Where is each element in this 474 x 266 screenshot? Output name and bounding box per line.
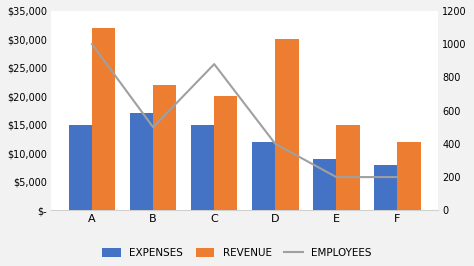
Bar — [69, 125, 92, 210]
Bar — [214, 96, 237, 210]
Bar — [191, 125, 214, 210]
Bar — [130, 114, 153, 210]
Bar — [275, 39, 299, 210]
Bar — [337, 125, 360, 210]
EMPLOYEES — [150, 126, 156, 129]
Legend: EXPENSES, REVENUE, EMPLOYEES: EXPENSES, REVENUE, EMPLOYEES — [102, 248, 372, 258]
Bar — [313, 159, 337, 210]
Bar — [153, 85, 176, 210]
EMPLOYEES — [395, 176, 401, 179]
Bar — [92, 28, 115, 210]
Bar — [252, 142, 275, 210]
EMPLOYEES — [273, 142, 278, 146]
Bar — [374, 165, 398, 210]
EMPLOYEES — [334, 176, 339, 179]
EMPLOYEES — [211, 63, 217, 66]
Line: EMPLOYEES: EMPLOYEES — [92, 44, 398, 177]
EMPLOYEES — [89, 43, 95, 46]
Bar — [398, 142, 420, 210]
